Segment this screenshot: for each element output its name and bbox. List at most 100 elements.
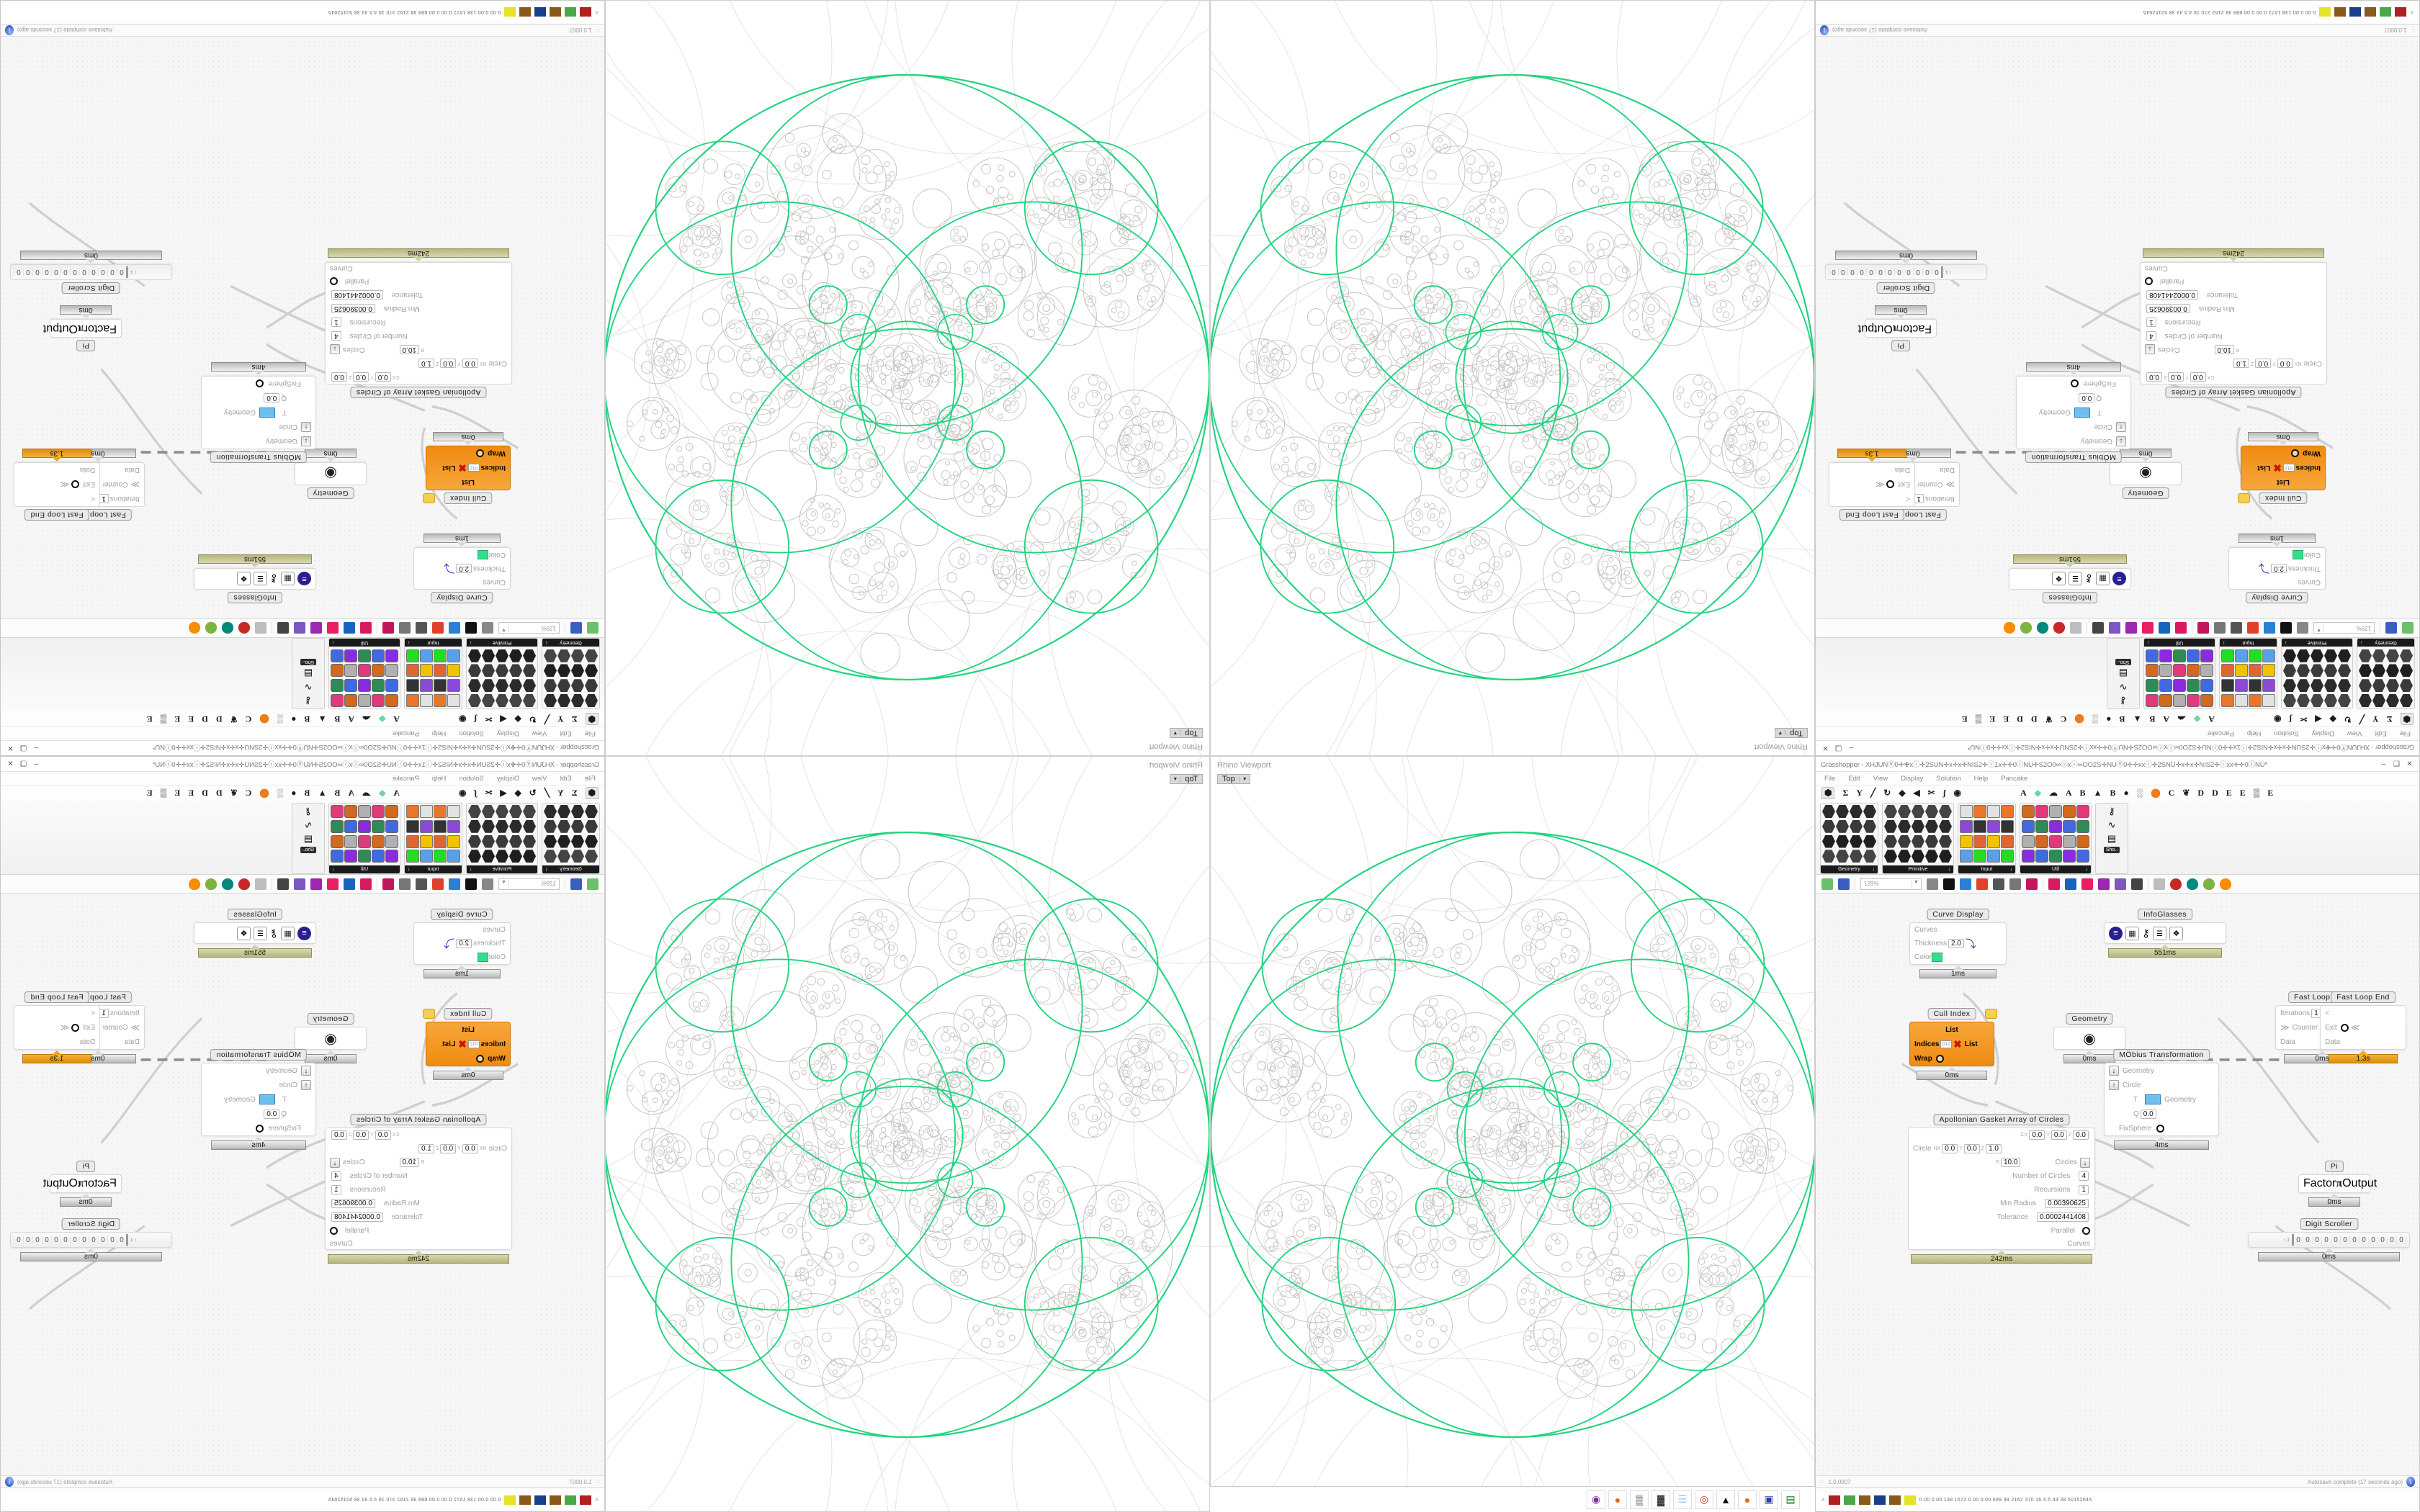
preview-icon[interactable] [1943,878,1955,890]
digit-cell[interactable]: 0 [1857,268,1866,276]
tab-dither-icon-16[interactable]: ▒ [160,788,167,798]
digit-cell[interactable]: 0 [42,268,51,276]
node-fast-loop-end[interactable]: Fast Loop End < Exit ≪ Data 1.3s [2320,991,2406,1063]
component-icon[interactable] [496,649,508,662]
tab-A-0[interactable]: A [393,788,400,798]
component-icon[interactable] [447,679,460,693]
component-icon[interactable] [2063,850,2076,863]
q-value[interactable]: 0.0 [264,393,280,403]
node-apollonian-gasket[interactable]: Apollonian Gasket Array of Circles C X 0.… [325,248,512,398]
component-icon[interactable] [2400,649,2413,662]
node-body[interactable]: List Indices 012 ✖ List Wrap [426,446,511,490]
taskbar-item-terminal-green-icon[interactable]: ▤ [1781,1490,1800,1509]
node-body[interactable]: ◉ [295,1027,367,1050]
node-cull-index[interactable]: Cull Index List Indices 012 ✖ List Wrap … [1909,1008,1997,1080]
menu-item-pancake[interactable]: Pancake [2207,729,2234,738]
component-icon[interactable] [358,664,371,678]
minimize-button[interactable]: – [34,760,39,768]
color-swatch[interactable] [478,953,489,962]
component-icon[interactable] [482,649,495,662]
digit-sign[interactable]: ‹ 1 [2283,1237,2290,1243]
digit-cell[interactable]: 0 [2360,1236,2369,1244]
tab-E-14[interactable]: E [188,714,194,724]
component-icon[interactable] [1863,805,1876,818]
node-infoglasses[interactable]: InfoGlasses ≡ ▦ ⚷ ☰ ❖ 551ms [194,909,316,958]
viewport-view-dropdown[interactable]: Top ▼ [1217,774,1250,784]
component-icon[interactable] [358,819,371,833]
digit-cell[interactable]: 0 [23,1236,32,1244]
rhino-icon[interactable] [449,878,460,890]
component-icon[interactable] [1850,805,1863,818]
floating-toolbar[interactable]: ⚷ ∿ ▤ Sho.. [2095,803,2128,874]
node-body[interactable]: ↓ Geometry ↑ Circle T Geometry Q 0.0 Fix… [2016,376,2131,449]
zoom-extents-icon[interactable] [482,878,493,890]
digit-cell[interactable]: 0 [60,268,70,276]
circles-down-button[interactable]: ↓ [330,1157,340,1168]
lasso-icon[interactable]: ∿ [304,819,313,830]
component-icon[interactable] [482,835,495,848]
component-icon[interactable] [2221,664,2234,678]
open-file-icon[interactable] [587,622,599,634]
apollonian-number-of-circles-value[interactable]: 4 [2146,331,2156,341]
q-value[interactable]: 0.0 [2140,1109,2156,1119]
node-body[interactable]: C X 0.0 Y 0.0 Z 0.0 Circle N X 0.0 Y 0.0 Z 1.0 [325,1128,512,1250]
component-icon[interactable] [2372,694,2385,707]
component-icon[interactable] [447,850,460,863]
component-icon[interactable] [1850,819,1863,833]
wrap-toggle[interactable] [476,1054,485,1063]
presentation-icon[interactable]: ▤ [303,668,313,679]
component-icon[interactable] [496,679,508,692]
node-body[interactable]: < Exit ≪ Data [2320,1005,2406,1050]
tab-loop-icon[interactable]: ↻ [529,788,537,798]
digit-cell[interactable]: 0 [107,268,117,276]
component-icon[interactable] [2297,694,2310,707]
tab-B-6[interactable]: B [2110,788,2116,798]
component-icon[interactable] [509,835,522,848]
component-icon[interactable] [2297,665,2310,678]
menu-bar[interactable]: File Edit View Display Solution Help Pan… [1816,727,2419,740]
component-icon[interactable] [2035,834,2048,848]
tab-sigma-icon[interactable]: Σ [571,788,578,798]
component-icon[interactable] [1960,834,1973,848]
floating-toolbar[interactable]: ⚷ ∿ ▤ Sho.. [2107,638,2140,709]
ribbon-panel-util[interactable]: Util [328,803,400,874]
component-icon[interactable] [571,805,584,818]
digit-cell[interactable]: 0 [79,268,89,276]
component-icon[interactable] [2187,649,2200,662]
fixsphere-toggle[interactable] [2071,379,2079,388]
component-icon[interactable] [434,850,447,863]
tab-intersect-icon[interactable]: ✂ [485,714,493,724]
notes-icon[interactable] [2197,622,2209,634]
center-x[interactable]: 0.0 [2190,372,2206,382]
tab-D-12[interactable]: D [2197,788,2205,798]
tab-pen-icon[interactable]: ╱ [544,788,550,798]
component-icon[interactable] [2063,834,2076,848]
grasshopper-window-bottom-left[interactable]: Grasshopper - XHJUNⓎ0✛✙xⓘ✛2SUN✛x✛x✛NIS2✛… [0,756,605,1512]
digit-cell[interactable]: 0 [1829,268,1838,276]
save-icon[interactable] [570,878,582,890]
component-icon[interactable] [482,820,495,833]
digit-cell[interactable]: 0 [32,268,42,276]
component-icon[interactable] [2035,850,2048,863]
gha-icon[interactable] [399,878,411,890]
puzzle-icon[interactable]: ❖ [237,572,251,586]
component-icon[interactable] [331,834,344,848]
component-icon[interactable] [1836,819,1849,833]
gha-icon[interactable] [399,622,411,634]
component-icon[interactable] [2200,679,2213,693]
tab-E-17[interactable]: E [2267,788,2274,798]
tab-E-14[interactable]: E [2003,714,2009,724]
node-apollonian-gasket[interactable]: Apollonian Gasket Array of Circles C X 0.… [325,1114,512,1264]
tab-owl-icon-7[interactable]: ● [291,714,297,724]
normal-y[interactable]: 0.0 [2255,359,2272,368]
component-icon[interactable] [2338,679,2351,692]
node-mobius-transformation[interactable]: MÖbius Transformation ↓ Geometry ↑ Circl… [2104,1049,2219,1150]
menu-item-solution[interactable]: Solution [1936,774,1961,783]
component-icon[interactable] [1925,819,1938,833]
tab-hexagon-tab-icon[interactable]: ⬢ [585,787,599,799]
tab-C-10[interactable]: C [245,714,252,724]
tab-surface-icon[interactable]: ◆ [514,714,521,724]
bulb-orange-icon[interactable] [205,878,217,890]
ribbon-panel-primitive[interactable]: Primitive [1882,803,1954,874]
